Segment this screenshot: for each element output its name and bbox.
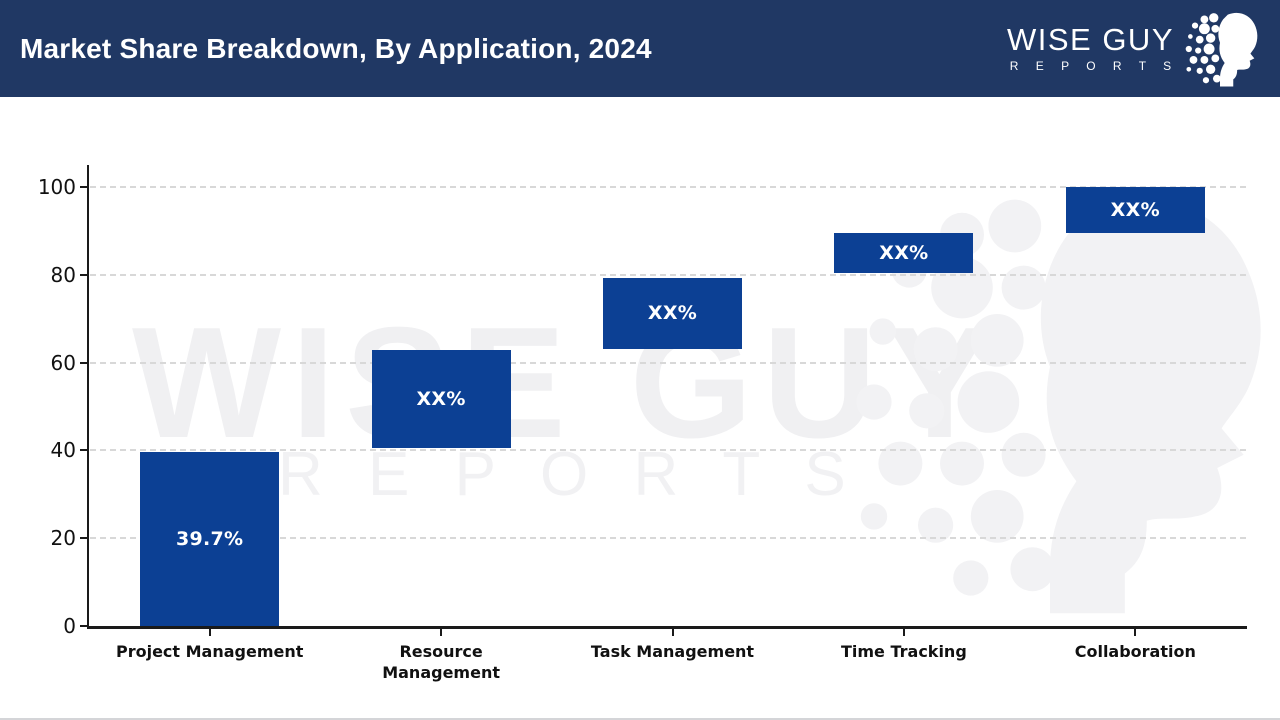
- gridline: [90, 273, 1246, 276]
- y-tick: [80, 625, 87, 627]
- y-axis-tick-label: 60: [50, 350, 76, 375]
- y-axis-tick-label: 40: [50, 438, 76, 463]
- x-tick: [671, 629, 674, 636]
- bar-value-label: 39.7%: [175, 527, 244, 550]
- x-tick: [1134, 629, 1137, 636]
- chart-area: WISE GUY R E P O R T S 0 20 40 60 80 100 39.7%…: [0, 97, 1280, 718]
- gridline: [90, 537, 1246, 540]
- page-title: Market Share Breakdown, By Application, …: [20, 32, 652, 64]
- y-axis-tick-label: 20: [50, 526, 76, 551]
- wiseguy-logo: WISE GUY R E P O R T S: [1007, 10, 1262, 88]
- bar-value-label: XX%: [879, 242, 929, 265]
- gridline: [90, 449, 1246, 452]
- gridline: [90, 186, 1246, 188]
- x-axis-label: Collaboration: [1074, 642, 1196, 661]
- x-axis-label: Time Tracking: [840, 642, 967, 661]
- y-tick: [80, 186, 87, 188]
- y-axis-tick-label: 80: [50, 262, 76, 287]
- header-bar: Market Share Breakdown, By Application, …: [0, 0, 1280, 97]
- x-axis-label: Resource Management: [382, 642, 500, 682]
- bar-value-label: XX%: [647, 302, 698, 325]
- bar-value-label: XX%: [1110, 199, 1160, 222]
- y-tick: [80, 537, 87, 540]
- dotted-profile-head-icon: [1178, 10, 1262, 88]
- x-axis-line: [87, 626, 1247, 629]
- bar: XX%: [371, 349, 511, 449]
- bar: XX%: [1065, 187, 1205, 234]
- bar-value-label: XX%: [416, 388, 466, 411]
- x-tick: [902, 629, 905, 636]
- y-axis-tick-label: 0: [63, 614, 76, 638]
- y-tick: [80, 361, 87, 364]
- y-tick: [80, 449, 87, 452]
- bar: XX%: [603, 277, 742, 349]
- watermark-wordmark: WISE GUY: [132, 295, 1003, 471]
- x-tick: [440, 629, 443, 636]
- y-axis-line: [87, 165, 89, 629]
- gridline: [90, 361, 1246, 364]
- bar: XX%: [834, 233, 974, 274]
- y-axis-tick-label: 100: [37, 175, 76, 199]
- logo-subtitle: R E P O R T S: [1009, 58, 1179, 73]
- x-tick: [208, 629, 211, 636]
- logo-wordmark: WISE GUY: [1006, 22, 1174, 58]
- bar: 39.7%: [140, 451, 280, 626]
- x-axis-label: Project Management: [115, 642, 304, 661]
- x-axis-label: Task Management: [590, 642, 755, 661]
- y-tick: [80, 273, 87, 276]
- wiseguy-logo-text: WISE GUY R E P O R T S: [1006, 22, 1174, 73]
